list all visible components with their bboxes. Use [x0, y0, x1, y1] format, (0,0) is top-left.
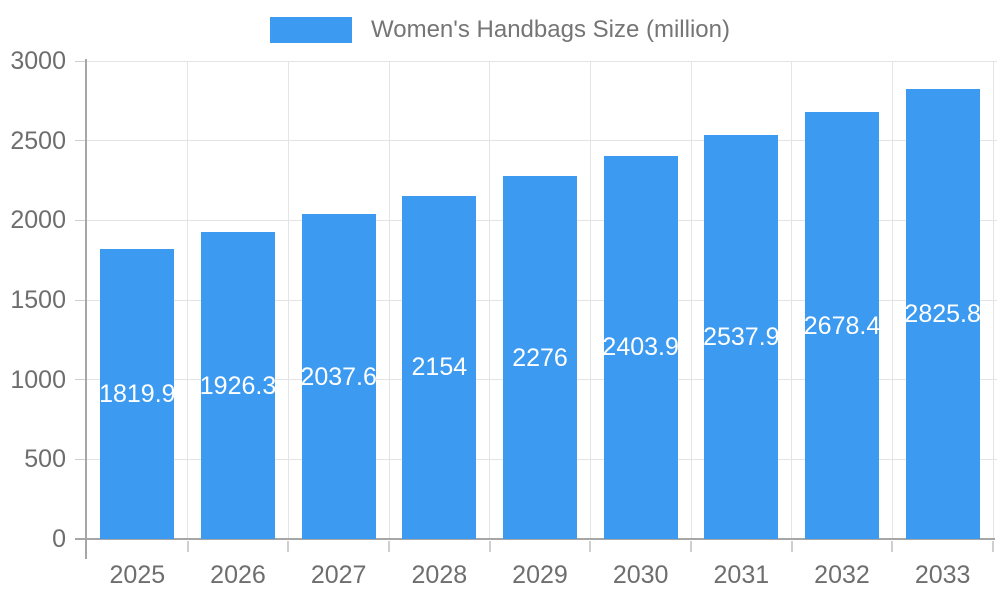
y-axis-tick-label: 3000: [10, 47, 66, 75]
y-axis-tick-label: 1000: [10, 365, 66, 394]
x-gridline: [388, 61, 390, 539]
bar-value-label: 2537.9: [703, 322, 780, 351]
x-axis-tick-label: 2031: [713, 561, 770, 589]
y-axis-tick: [75, 140, 86, 142]
legend-swatch-icon: [270, 17, 353, 43]
y-axis-tick: [75, 458, 86, 460]
x-axis-line: [75, 538, 995, 540]
y-axis-tick: [75, 299, 86, 301]
x-axis-tick-label: 2029: [512, 561, 568, 589]
x-axis-tick-label: 2026: [210, 561, 266, 589]
bar[interactable]: [704, 134, 779, 539]
x-gridline: [992, 61, 994, 539]
y-axis-tick-label: 2000: [10, 206, 66, 235]
x-axis-tick: [287, 541, 290, 552]
bar-value-label: 1819.9: [99, 380, 176, 408]
x-gridline: [791, 61, 793, 539]
bar-value-label: 2276: [512, 343, 568, 372]
x-axis-tick: [992, 541, 994, 552]
x-gridline: [589, 61, 591, 539]
bar-value-label: 2678.4: [803, 311, 881, 340]
x-axis-tick: [388, 541, 390, 552]
x-axis-tick: [891, 541, 894, 552]
x-axis-tick-label: 2032: [814, 561, 870, 589]
x-gridline: [187, 61, 189, 539]
x-axis-tick-label: 2025: [109, 561, 166, 589]
x-axis-tick: [690, 541, 692, 552]
bar[interactable]: [805, 112, 879, 539]
x-gridline: [690, 61, 692, 539]
y-axis-tick: [75, 379, 86, 381]
y-axis-tick: [75, 219, 86, 221]
y-axis-tick: [75, 60, 86, 62]
legend-label: Women's Handbags Size (million): [371, 16, 730, 43]
y-axis-line: [85, 59, 87, 559]
bar[interactable]: [503, 176, 577, 539]
bar[interactable]: [603, 155, 678, 539]
x-gridline: [489, 61, 491, 539]
chart-legend[interactable]: Women's Handbags Size (million): [0, 16, 1000, 44]
y-axis-tick-label: 500: [24, 445, 66, 474]
bar[interactable]: [905, 88, 980, 539]
x-axis-tick: [186, 541, 189, 552]
bar-value-label: 2037.6: [300, 362, 377, 391]
x-axis-tick-label: 2030: [612, 561, 669, 589]
bar-value-label: 1926.3: [199, 371, 277, 400]
x-axis-tick: [488, 541, 491, 552]
x-axis-tick-label: 2028: [411, 561, 468, 589]
x-gridline: [891, 61, 893, 539]
bar[interactable]: [100, 249, 175, 539]
x-axis-tick-label: 2033: [914, 561, 971, 589]
y-gridline: [87, 60, 997, 62]
x-axis-tick-label: 2027: [310, 561, 367, 589]
bar[interactable]: [201, 232, 275, 539]
y-axis-tick-label: 0: [52, 525, 66, 553]
bar-value-label: 2825.8: [904, 299, 981, 328]
y-axis-tick-label: 1500: [10, 286, 66, 314]
y-axis-tick-label: 2500: [10, 126, 66, 155]
bar[interactable]: [402, 195, 477, 539]
bar[interactable]: [301, 214, 376, 539]
x-gridline: [287, 61, 289, 539]
bar-value-label: 2154: [411, 353, 468, 382]
y-gridline: [87, 140, 997, 142]
x-axis-tick: [790, 541, 793, 552]
x-axis-tick: [589, 541, 592, 552]
bar-value-label: 2403.9: [602, 333, 679, 362]
